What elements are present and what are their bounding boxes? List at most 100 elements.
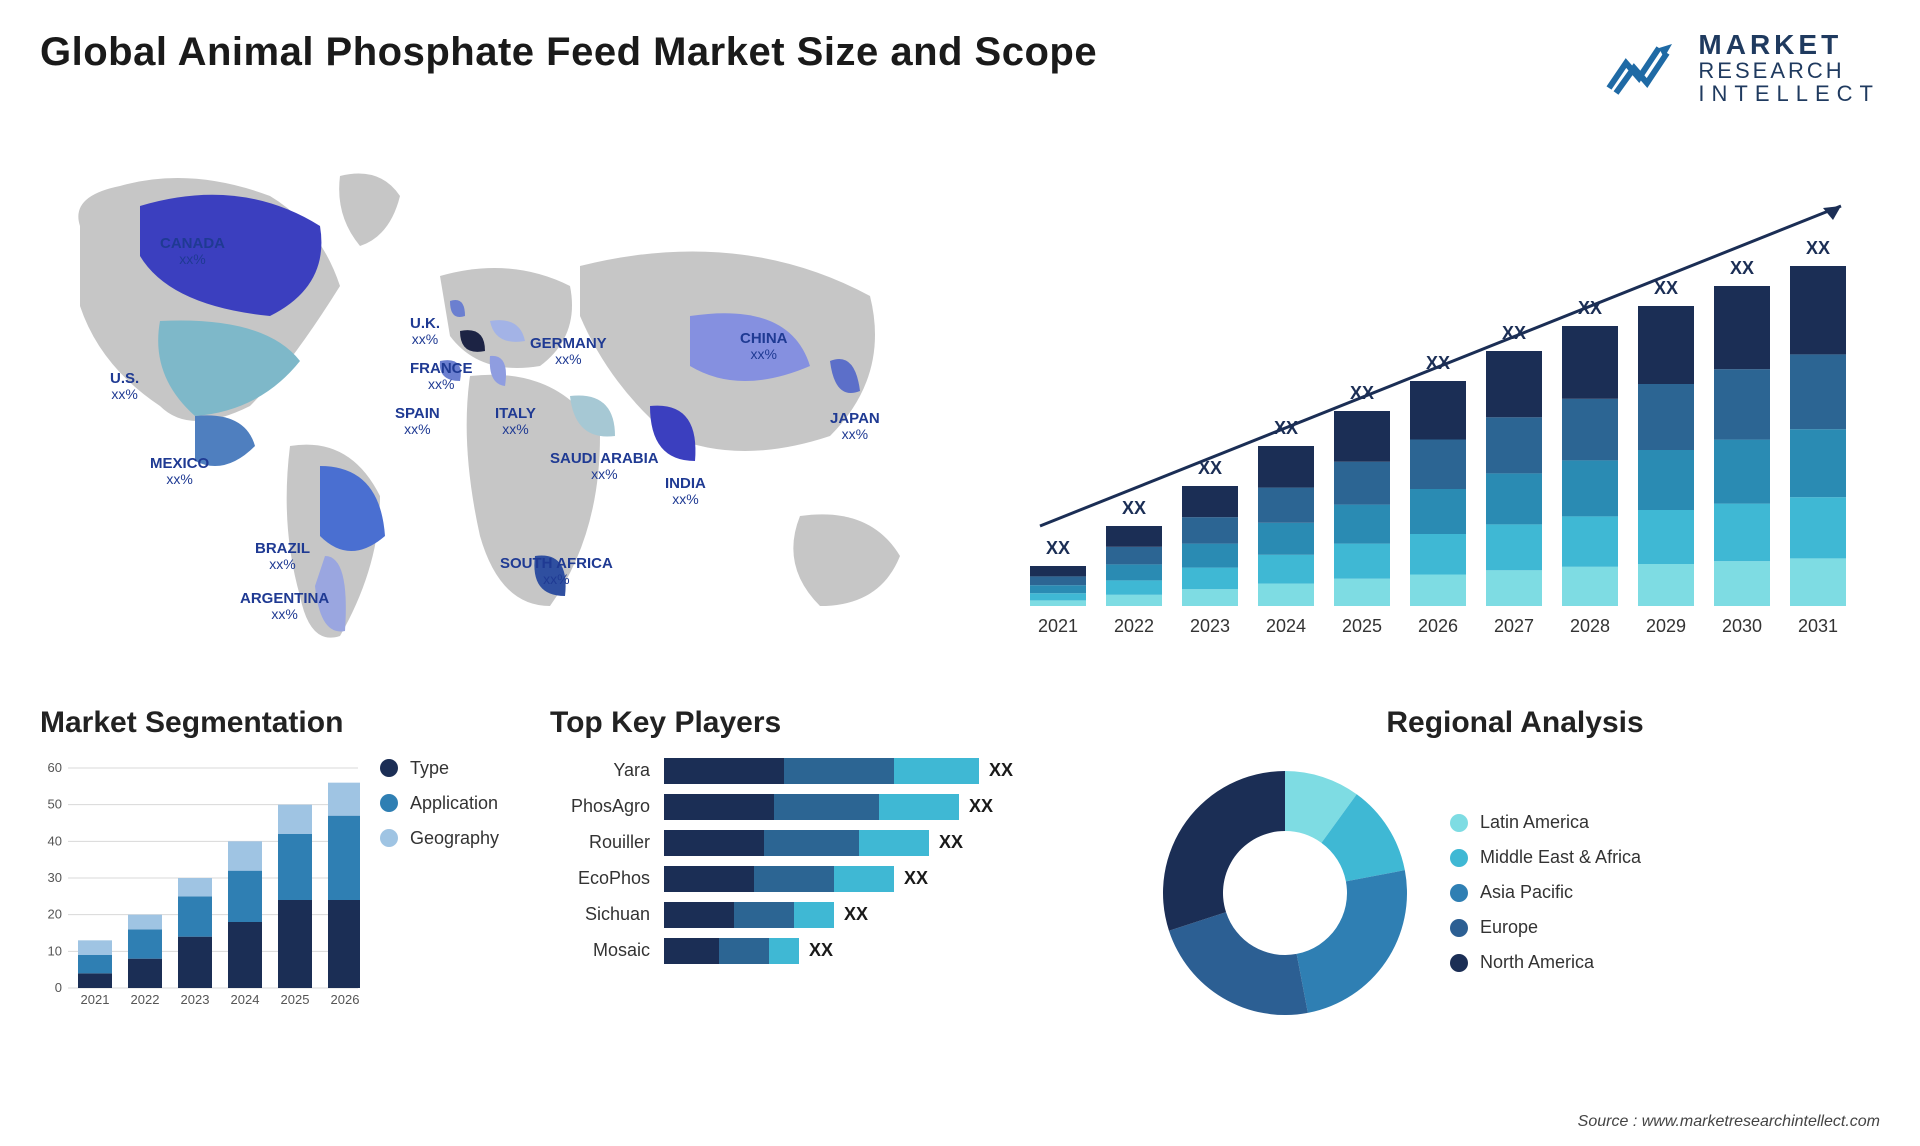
player-name: Yara: [550, 760, 650, 781]
player-bar: XX: [664, 866, 928, 892]
player-row: Mosaic XX: [550, 938, 1110, 964]
svg-text:XX: XX: [1046, 538, 1070, 558]
top-section: CANADAxx%U.S.xx%MEXICOxx%BRAZILxx%ARGENT…: [40, 136, 1880, 656]
svg-text:2021: 2021: [1038, 616, 1078, 636]
growth-svg: XX2021XX2022XX2023XX2024XX2025XX2026XX20…: [1000, 146, 1880, 666]
bottom-section: Market Segmentation 01020304050602021202…: [40, 706, 1880, 1028]
map-label-china: CHINAxx%: [740, 331, 788, 364]
legend-item: North America: [1450, 952, 1641, 973]
map-label-saudi: SAUDI ARABIAxx%: [550, 451, 659, 484]
player-value: XX: [809, 940, 833, 961]
svg-text:2030: 2030: [1722, 616, 1762, 636]
map-label-mexico: MEXICOxx%: [150, 456, 209, 489]
player-value: XX: [939, 832, 963, 853]
growth-bar-chart: XX2021XX2022XX2023XX2024XX2025XX2026XX20…: [1000, 136, 1880, 656]
legend-label: Europe: [1480, 917, 1538, 938]
legend-item: Middle East & Africa: [1450, 847, 1641, 868]
legend-label: Type: [410, 758, 449, 779]
players-panel: Top Key Players YaraXXPhosAgroXXRouiller…: [550, 706, 1110, 1028]
map-label-uk: U.K.xx%: [410, 316, 440, 349]
svg-text:0: 0: [55, 980, 62, 995]
map-label-safrica: SOUTH AFRICAxx%: [500, 556, 613, 589]
legend-item: Type: [380, 758, 499, 779]
svg-text:2026: 2026: [331, 992, 360, 1007]
svg-text:50: 50: [48, 796, 62, 811]
svg-text:10: 10: [48, 943, 62, 958]
player-bar: XX: [664, 794, 993, 820]
players-title: Top Key Players: [550, 706, 1110, 740]
players-list: YaraXXPhosAgroXXRouillerXXEcoPhosXXSichu…: [550, 758, 1110, 964]
svg-text:40: 40: [48, 833, 62, 848]
svg-text:2024: 2024: [1266, 616, 1306, 636]
svg-text:20: 20: [48, 906, 62, 921]
player-bar: XX: [664, 902, 868, 928]
player-name: EcoPhos: [550, 868, 650, 889]
legend-label: Asia Pacific: [1480, 882, 1573, 903]
map-label-us: U.S.xx%: [110, 371, 139, 404]
map-label-germany: GERMANYxx%: [530, 336, 607, 369]
legend-dot: [1450, 814, 1468, 832]
svg-text:60: 60: [48, 760, 62, 775]
legend-label: Middle East & Africa: [1480, 847, 1641, 868]
map-label-india: INDIAxx%: [665, 476, 706, 509]
segmentation-title: Market Segmentation: [40, 706, 510, 740]
svg-text:XX: XX: [1578, 298, 1602, 318]
legend-label: Latin America: [1480, 812, 1589, 833]
svg-text:XX: XX: [1806, 238, 1830, 258]
header: Global Animal Phosphate Feed Market Size…: [40, 30, 1880, 106]
legend-label: North America: [1480, 952, 1594, 973]
legend-label: Geography: [410, 828, 499, 849]
brand-logo: MARKET RESEARCH INTELLECT: [1604, 30, 1880, 106]
regional-donut: [1150, 758, 1420, 1028]
map-label-spain: SPAINxx%: [395, 406, 440, 439]
legend-dot: [1450, 849, 1468, 867]
player-bar: XX: [664, 830, 963, 856]
map-label-argentina: ARGENTINAxx%: [240, 591, 329, 624]
player-value: XX: [904, 868, 928, 889]
map-svg: [40, 136, 940, 656]
svg-text:30: 30: [48, 870, 62, 885]
player-row: Rouiller XX: [550, 830, 1110, 856]
svg-text:2023: 2023: [1190, 616, 1230, 636]
svg-text:2022: 2022: [1114, 616, 1154, 636]
svg-text:XX: XX: [1122, 498, 1146, 518]
player-value: XX: [989, 760, 1013, 781]
legend-item: Geography: [380, 828, 499, 849]
legend-dot: [380, 829, 398, 847]
player-value: XX: [969, 796, 993, 817]
segmentation-panel: Market Segmentation 01020304050602021202…: [40, 706, 510, 1028]
segmentation-chart: 0102030405060202120222023202420252026: [40, 758, 360, 1018]
logo-text: MARKET RESEARCH INTELLECT: [1698, 30, 1880, 106]
map-label-france: FRANCExx%: [410, 361, 473, 394]
map-label-japan: JAPANxx%: [830, 411, 880, 444]
player-row: SichuanXX: [550, 902, 1110, 928]
svg-text:2025: 2025: [281, 992, 310, 1007]
svg-text:2023: 2023: [181, 992, 210, 1007]
regional-legend: Latin America Middle East & Africa Asia Pa…: [1450, 812, 1641, 973]
svg-text:2031: 2031: [1798, 616, 1838, 636]
legend-item: Application: [380, 793, 499, 814]
svg-text:2024: 2024: [231, 992, 260, 1007]
player-value: XX: [844, 904, 868, 925]
legend-item: Latin America: [1450, 812, 1641, 833]
legend-dot: [1450, 919, 1468, 937]
svg-text:XX: XX: [1654, 278, 1678, 298]
map-label-italy: ITALYxx%: [495, 406, 536, 439]
player-bar: XX: [664, 938, 833, 964]
svg-text:2027: 2027: [1494, 616, 1534, 636]
svg-text:2026: 2026: [1418, 616, 1458, 636]
page-title: Global Animal Phosphate Feed Market Size…: [40, 30, 1097, 75]
legend-item: Europe: [1450, 917, 1641, 938]
player-name: Rouiller: [550, 832, 650, 853]
svg-text:2025: 2025: [1342, 616, 1382, 636]
map-label-canada: CANADAxx%: [160, 236, 225, 269]
svg-text:2022: 2022: [131, 992, 160, 1007]
legend-dot: [1450, 954, 1468, 972]
svg-text:2029: 2029: [1646, 616, 1686, 636]
player-row: PhosAgroXX: [550, 794, 1110, 820]
legend-item: Asia Pacific: [1450, 882, 1641, 903]
regional-panel: Regional Analysis Latin AmericaMiddle Ea…: [1150, 706, 1880, 1028]
player-bar: XX: [664, 758, 1013, 784]
player-name: Mosaic: [550, 940, 650, 961]
world-map: CANADAxx%U.S.xx%MEXICOxx%BRAZILxx%ARGENT…: [40, 136, 940, 656]
